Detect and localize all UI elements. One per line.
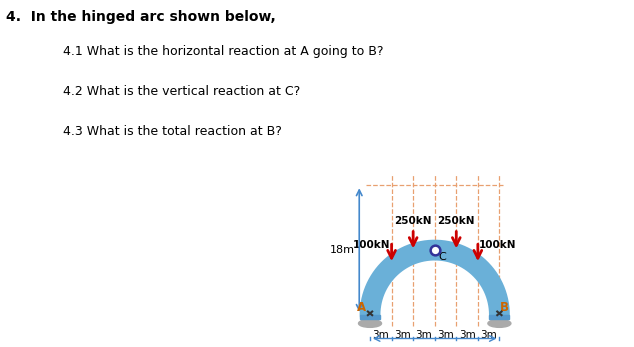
Ellipse shape bbox=[358, 320, 382, 327]
Text: C: C bbox=[438, 252, 446, 262]
Text: 100kN: 100kN bbox=[353, 240, 390, 250]
Text: 4.3 What is the total reaction at B?: 4.3 What is the total reaction at B? bbox=[63, 125, 282, 138]
Text: 3m: 3m bbox=[394, 330, 411, 340]
Text: 100kN: 100kN bbox=[479, 240, 517, 250]
Text: 3m: 3m bbox=[415, 330, 432, 340]
Text: 3m: 3m bbox=[372, 330, 389, 340]
Text: 4.2 What is the vertical reaction at C?: 4.2 What is the vertical reaction at C? bbox=[63, 85, 301, 98]
Text: 4.  In the hinged arc shown below,: 4. In the hinged arc shown below, bbox=[6, 10, 276, 24]
Text: 3m: 3m bbox=[437, 330, 454, 340]
Text: 4.1 What is the horizontal reaction at A going to B?: 4.1 What is the horizontal reaction at A… bbox=[63, 45, 384, 58]
Text: B: B bbox=[500, 301, 509, 314]
Ellipse shape bbox=[488, 320, 511, 327]
Bar bbox=[489, 315, 510, 320]
Text: 3m: 3m bbox=[458, 330, 476, 340]
Bar bbox=[360, 315, 380, 320]
Text: 250kN: 250kN bbox=[437, 217, 475, 227]
Text: 18m: 18m bbox=[330, 245, 355, 255]
Text: 3m: 3m bbox=[480, 330, 497, 340]
Text: A: A bbox=[356, 301, 366, 314]
Text: 250kN: 250kN bbox=[394, 217, 432, 227]
